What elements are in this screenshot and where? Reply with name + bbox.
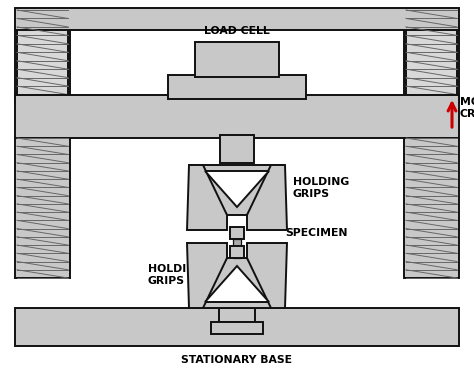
Bar <box>17 10 68 103</box>
Bar <box>15 95 459 138</box>
Polygon shape <box>187 243 227 308</box>
Bar <box>220 135 254 163</box>
Bar <box>168 75 306 99</box>
Polygon shape <box>189 258 285 308</box>
Bar <box>404 30 459 103</box>
Bar <box>233 239 241 258</box>
Bar <box>219 308 255 322</box>
Bar <box>406 10 457 103</box>
Bar <box>15 30 70 103</box>
Bar <box>15 138 70 278</box>
Bar <box>17 138 68 278</box>
Polygon shape <box>247 165 287 230</box>
Polygon shape <box>247 243 287 308</box>
Bar <box>15 8 459 30</box>
Polygon shape <box>205 266 269 302</box>
Text: SPECIMEN: SPECIMEN <box>285 228 347 238</box>
Bar <box>195 42 279 77</box>
Text: LOAD CELL: LOAD CELL <box>204 26 270 36</box>
Text: MOVING
CROSSHEAD: MOVING CROSSHEAD <box>460 97 474 119</box>
Bar <box>211 322 263 334</box>
Bar <box>230 246 244 258</box>
Text: STATIONARY BASE: STATIONARY BASE <box>182 355 292 365</box>
Bar <box>230 227 244 239</box>
Polygon shape <box>189 165 285 215</box>
Bar <box>15 308 459 346</box>
Bar <box>404 138 459 278</box>
Polygon shape <box>205 171 269 207</box>
Text: HOLDING
GRIPS: HOLDING GRIPS <box>148 264 204 286</box>
Polygon shape <box>187 165 227 230</box>
Bar <box>406 138 457 278</box>
Text: HOLDING
GRIPS: HOLDING GRIPS <box>293 177 349 199</box>
